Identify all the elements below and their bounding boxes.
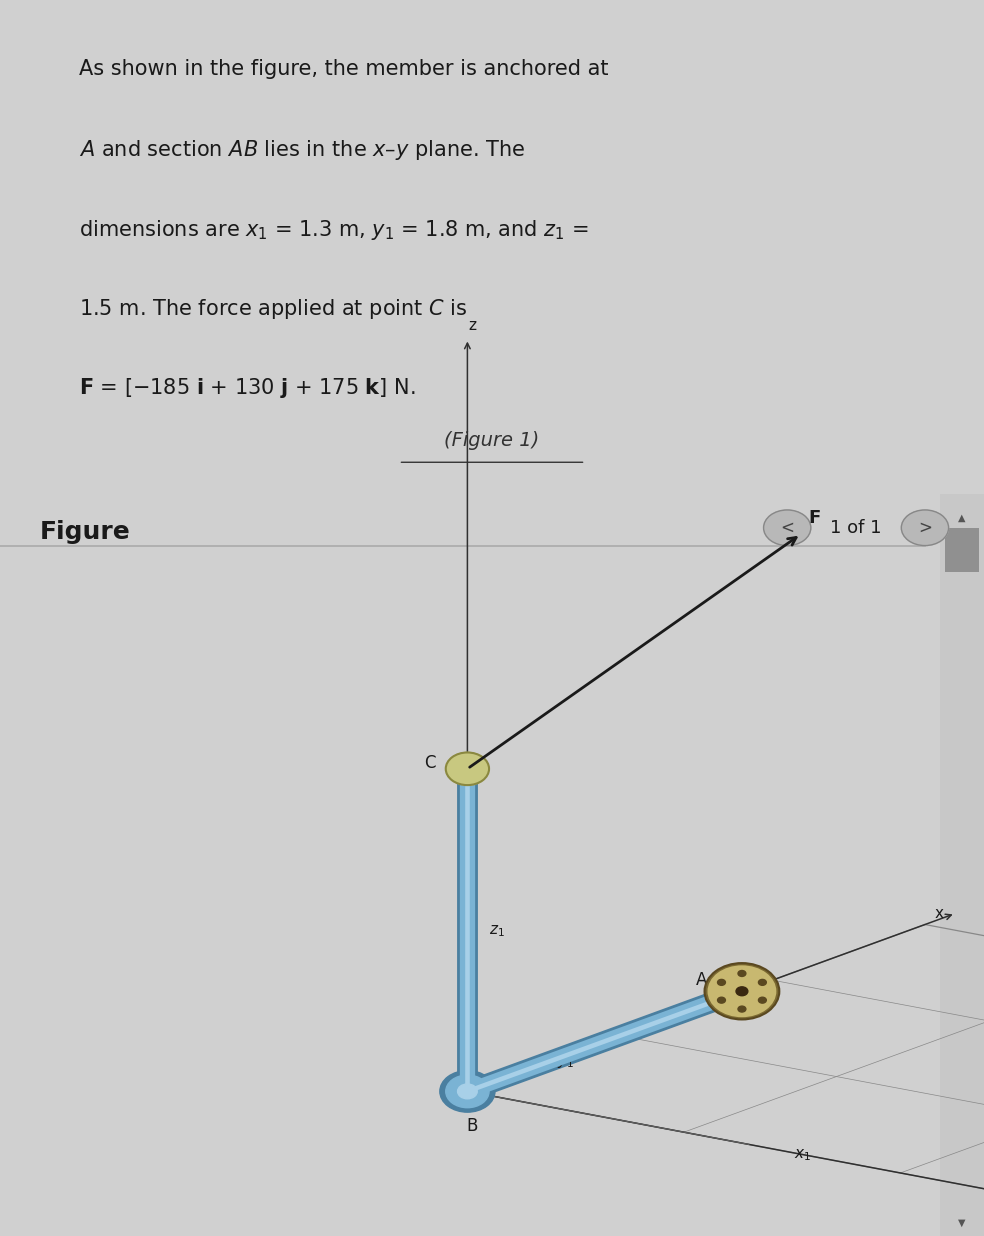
- Text: $y_1$: $y_1$: [557, 1054, 574, 1070]
- Text: A: A: [696, 971, 707, 989]
- Text: x: x: [935, 906, 944, 921]
- Text: 1.5 m. The force applied at point $C$ is: 1.5 m. The force applied at point $C$ is: [79, 297, 467, 320]
- Circle shape: [446, 753, 489, 785]
- Text: >: >: [918, 519, 932, 536]
- Bar: [945, 528, 979, 572]
- Text: dimensions are $x_1$ = 1.3 m, $y_1$ = 1.8 m, and $z_1$ =: dimensions are $x_1$ = 1.3 m, $y_1$ = 1.…: [79, 218, 588, 241]
- Circle shape: [440, 1070, 495, 1112]
- Text: (Figure 1): (Figure 1): [445, 431, 539, 450]
- Text: As shown in the figure, the member is anchored at: As shown in the figure, the member is an…: [79, 59, 608, 79]
- Circle shape: [717, 997, 725, 1004]
- Text: $A$ and section $AB$ lies in the $x$–$y$ plane. The: $A$ and section $AB$ lies in the $x$–$y$…: [79, 138, 524, 162]
- Circle shape: [759, 997, 767, 1004]
- Circle shape: [738, 970, 746, 976]
- Text: $z_1$: $z_1$: [489, 923, 505, 939]
- Text: z: z: [468, 318, 476, 332]
- Text: $x_1$: $x_1$: [794, 1148, 812, 1163]
- Circle shape: [764, 510, 811, 545]
- Text: <: <: [780, 519, 794, 536]
- Circle shape: [901, 510, 949, 545]
- Circle shape: [717, 979, 725, 985]
- Circle shape: [738, 1006, 746, 1012]
- Text: ▼: ▼: [958, 1217, 965, 1227]
- Text: 1 of 1: 1 of 1: [830, 519, 882, 536]
- Circle shape: [705, 963, 779, 1020]
- Text: $\mathbf{F}$ = [$-$185 $\mathbf{i}$ + 130 $\mathbf{j}$ + 175 $\mathbf{k}$] N.: $\mathbf{F}$ = [$-$185 $\mathbf{i}$ + 13…: [79, 376, 415, 399]
- Circle shape: [458, 1084, 477, 1099]
- Circle shape: [446, 1075, 489, 1107]
- Text: B: B: [466, 1117, 478, 1136]
- Text: C: C: [424, 754, 436, 771]
- Text: Figure: Figure: [39, 520, 130, 544]
- Circle shape: [707, 965, 776, 1017]
- Text: ▲: ▲: [958, 513, 965, 523]
- Text: F: F: [809, 509, 821, 527]
- Circle shape: [759, 979, 767, 985]
- Circle shape: [736, 986, 748, 996]
- Bar: [940, 494, 984, 1236]
